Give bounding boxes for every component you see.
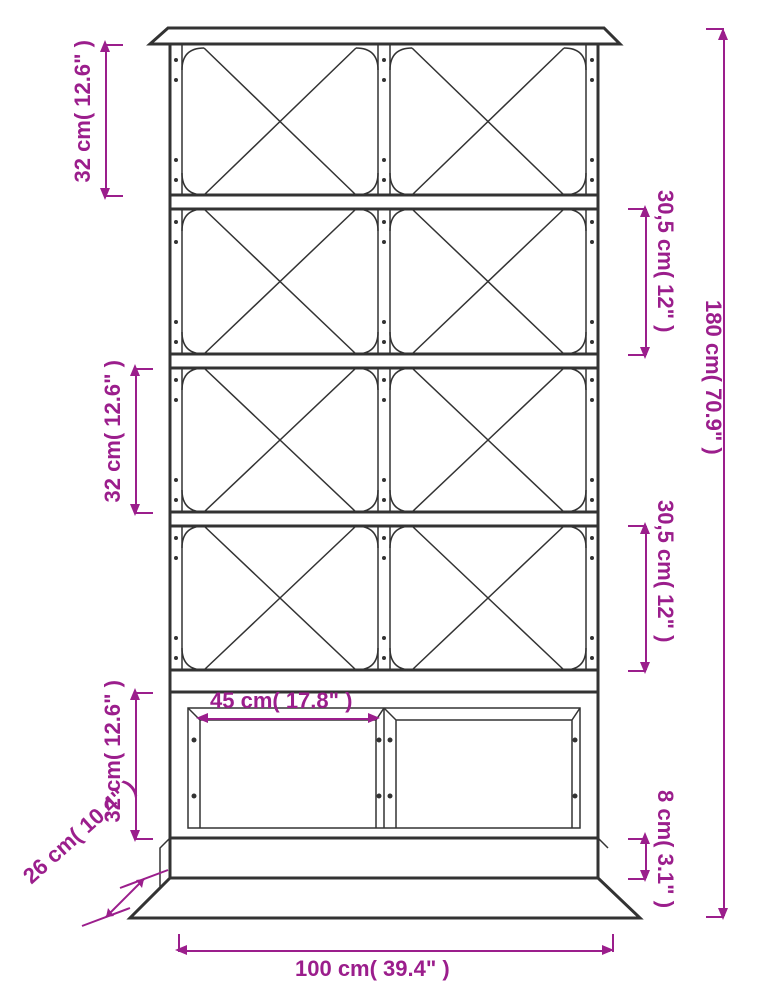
dim-gap1: 32 cm( 12.6" ) xyxy=(70,40,96,183)
tick xyxy=(135,512,153,514)
dim-line-comp-w xyxy=(200,718,376,720)
arrow-down-icon xyxy=(718,908,728,920)
arrow-up-icon xyxy=(640,205,650,217)
dim-compartment-width: 45 cm( 17.8" ) xyxy=(210,688,353,714)
tick xyxy=(628,838,646,840)
tick xyxy=(628,208,646,210)
arrow-up-icon xyxy=(130,364,140,376)
dim-line-gap1 xyxy=(105,44,107,196)
arrow-left-icon xyxy=(196,713,208,723)
tick xyxy=(628,878,646,880)
tick xyxy=(628,525,646,527)
tick xyxy=(105,195,123,197)
arrow-down-icon xyxy=(640,870,650,882)
dim-width: 100 cm( 39.4" ) xyxy=(295,956,450,982)
arrow-down-icon xyxy=(640,347,650,359)
tick xyxy=(706,916,724,918)
tick xyxy=(628,670,646,672)
dim-line-gap4 xyxy=(645,526,647,670)
arrow-up-icon xyxy=(640,522,650,534)
arrow-down-icon xyxy=(130,830,140,842)
arrow-right-icon xyxy=(368,713,380,723)
dim-depth-svg xyxy=(20,868,220,988)
diagram-canvas: 180 cm( 70.9" ) 32 cm( 12.6" ) 30,5 cm( … xyxy=(0,0,757,994)
arrow-down-icon xyxy=(130,504,140,516)
arrow-down-icon xyxy=(100,188,110,200)
dim-gap4: 30,5 cm( 12" ) xyxy=(652,500,678,643)
arrow-up-icon xyxy=(100,40,110,52)
tick xyxy=(135,368,153,370)
tick xyxy=(706,28,724,30)
tick xyxy=(135,838,153,840)
tick xyxy=(612,934,614,952)
arrow-up-icon xyxy=(130,688,140,700)
tick xyxy=(628,354,646,356)
arrow-down-icon xyxy=(640,662,650,674)
dim-gap3: 32 cm( 12.6" ) xyxy=(100,360,126,503)
dim-line-total-height xyxy=(723,32,725,916)
tick xyxy=(105,44,123,46)
dim-base-height: 8 cm( 3.1" ) xyxy=(652,790,678,908)
dim-total-height: 180 cm( 70.9" ) xyxy=(700,300,726,455)
dim-gap2: 30,5 cm( 12" ) xyxy=(652,190,678,333)
dim-line-gap2 xyxy=(645,209,647,355)
dim-line-cab-h xyxy=(135,692,137,838)
dim-line-gap3 xyxy=(135,368,137,512)
dim-line-width xyxy=(180,950,610,952)
tick xyxy=(135,692,153,694)
